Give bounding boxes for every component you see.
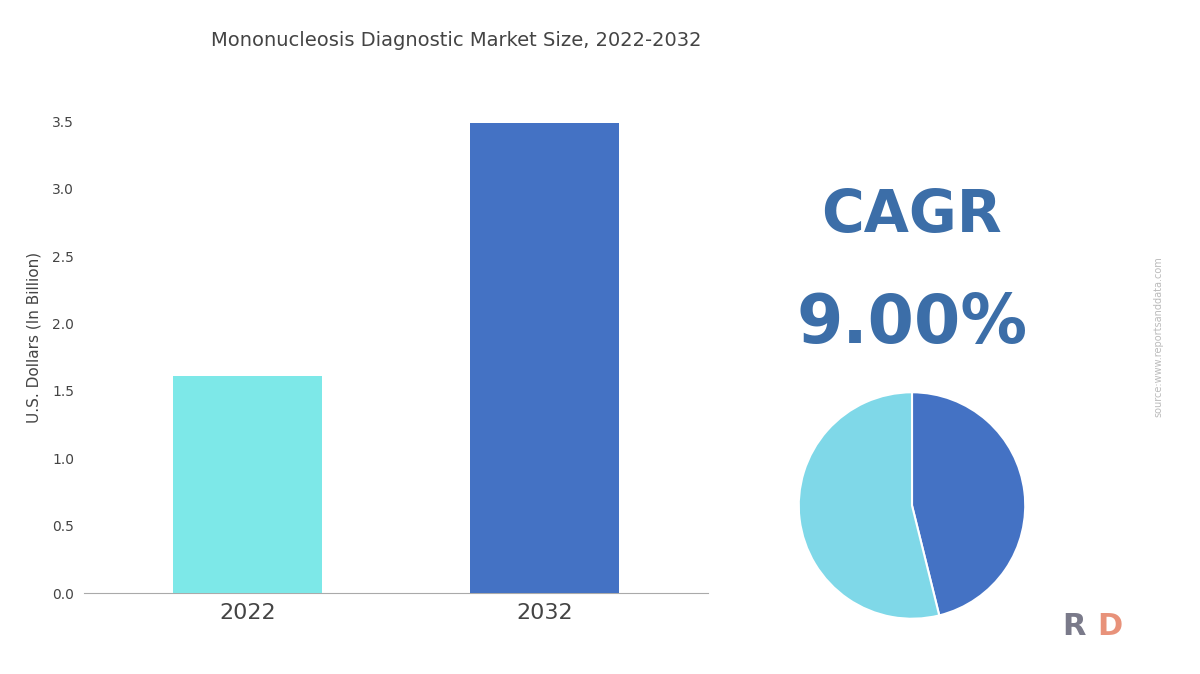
Text: CAGR: CAGR xyxy=(822,187,1002,244)
Text: D: D xyxy=(1097,612,1123,642)
Bar xyxy=(173,376,322,593)
Text: 9.00%: 9.00% xyxy=(797,290,1027,357)
Wedge shape xyxy=(799,392,940,619)
Text: Mononucleosis Diagnostic Market Size, 2022-2032: Mononucleosis Diagnostic Market Size, 20… xyxy=(211,31,701,50)
Text: source:www.reportsanddata.com: source:www.reportsanddata.com xyxy=(1153,257,1163,417)
Wedge shape xyxy=(912,392,1025,615)
Y-axis label: U.S. Dollars (In Billion): U.S. Dollars (In Billion) xyxy=(26,251,41,423)
Bar xyxy=(470,123,619,593)
Text: R: R xyxy=(1062,612,1086,642)
